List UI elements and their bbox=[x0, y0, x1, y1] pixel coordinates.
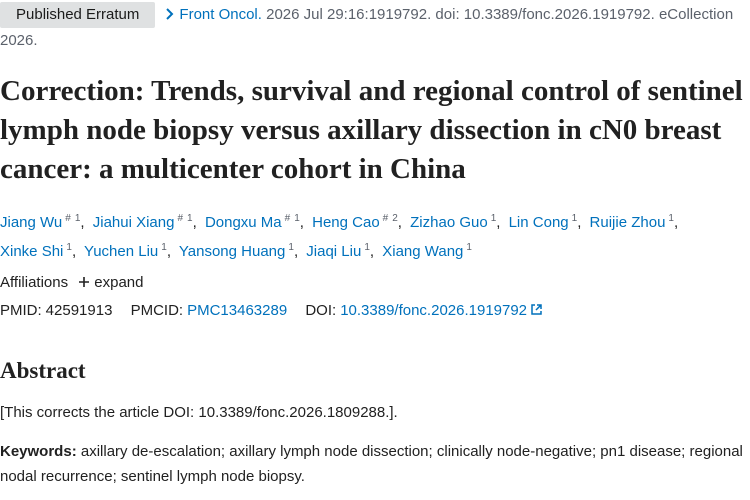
author: Yuchen Liu 1 bbox=[84, 242, 175, 260]
author-name[interactable]: Ruijie Zhou bbox=[589, 214, 666, 231]
equal-contrib-mark: # bbox=[177, 213, 184, 224]
erratum-badge: Published Erratum bbox=[0, 2, 156, 28]
journal-link[interactable]: Front Oncol. bbox=[179, 6, 262, 23]
author-name[interactable]: Zizhao Guo bbox=[410, 214, 488, 231]
author-name[interactable]: Yuchen Liu bbox=[84, 243, 159, 260]
affiliation-number: 1 bbox=[466, 242, 472, 253]
pmcid-label: PMCID: bbox=[130, 302, 184, 319]
affiliation-number: 1 bbox=[571, 213, 578, 224]
citation-bar: Published Erratum Front Oncol. 2026 Jul 2… bbox=[0, 2, 750, 54]
equal-contrib-mark: # bbox=[65, 213, 71, 224]
author-superscript: #1 bbox=[177, 213, 192, 224]
equal-contrib-mark: # bbox=[284, 213, 291, 224]
affiliations: Affiliations expand bbox=[0, 272, 143, 294]
author-superscript: #1 bbox=[65, 213, 80, 224]
author: Jiahui Xiang #1 bbox=[92, 213, 201, 231]
author: Dongxu Ma #1 bbox=[204, 213, 308, 231]
author-superscript: #2 bbox=[383, 213, 398, 224]
author-superscript: 1 bbox=[466, 242, 472, 253]
author-superscript: 1 bbox=[491, 213, 497, 224]
author-name[interactable]: Dongxu Ma bbox=[204, 214, 282, 231]
affiliation-number: 2 bbox=[392, 213, 398, 224]
author: Jiaqi Liu 1 bbox=[306, 242, 378, 260]
author-superscript: 1 bbox=[364, 242, 370, 253]
abstract-heading: Abstract bbox=[0, 358, 86, 383]
author-list: Jiang Wu#1 Jiahui Xiang#1 Dongxu Ma#1 He… bbox=[0, 206, 740, 264]
affiliation-number: 1 bbox=[288, 242, 294, 253]
affiliation-number: 1 bbox=[294, 213, 300, 224]
affiliations-label: Affiliations bbox=[0, 274, 69, 291]
doi-link[interactable]: 10.3389/fonc.2026.1919792 bbox=[340, 302, 528, 319]
plus-icon bbox=[79, 277, 90, 287]
equal-contrib-mark: # bbox=[382, 213, 389, 224]
affiliation-number: 1 bbox=[187, 213, 193, 224]
author-superscript: 1 bbox=[668, 213, 674, 224]
pmid-label: PMID: bbox=[0, 302, 42, 319]
author: Yansong Huang 1 bbox=[178, 242, 302, 260]
article-title: Correction: Trends, survival and regiona… bbox=[0, 75, 743, 185]
affiliation-number: 1 bbox=[74, 213, 81, 224]
author-name[interactable]: Xinke Shi bbox=[0, 243, 64, 260]
author-name[interactable]: Xiang Wang bbox=[382, 243, 464, 260]
affiliation-number: 1 bbox=[668, 213, 674, 224]
author-name[interactable]: Jiang Wu bbox=[0, 214, 63, 231]
author-superscript: 1 bbox=[66, 242, 72, 253]
author-name[interactable]: Lin Cong bbox=[508, 214, 569, 231]
pmcid-link[interactable]: PMC13463289 bbox=[187, 302, 288, 319]
author: Ruijie Zhou 1 bbox=[589, 213, 683, 231]
author: Xinke Shi 1 bbox=[0, 242, 80, 260]
author: Zizhao Guo 1 bbox=[410, 213, 504, 231]
author: Jiang Wu #1 bbox=[0, 213, 89, 231]
author-name[interactable]: Heng Cao bbox=[312, 214, 380, 231]
expand-toggle[interactable]: expand bbox=[78, 274, 143, 291]
identifiers: PMID: 42591913 PMCID: PMC13463289 DOI: 10.3… bbox=[0, 300, 557, 322]
affiliation-number: 1 bbox=[364, 242, 370, 253]
keywords-label: Keywords: bbox=[0, 443, 77, 460]
author-name[interactable]: Jiaqi Liu bbox=[306, 243, 362, 260]
author-superscript: 1 bbox=[572, 213, 578, 224]
pmid: 42591913 bbox=[45, 302, 113, 319]
chevron-icon bbox=[166, 8, 174, 20]
abstract-text: [This corrects the article DOI: 10.3389/… bbox=[0, 404, 398, 421]
keywords-text: axillary de-escalation; axillary lymph n… bbox=[0, 443, 743, 485]
affiliation-number: 1 bbox=[66, 242, 72, 253]
external-link-icon bbox=[531, 304, 542, 315]
author: Heng Cao #2 bbox=[312, 213, 406, 231]
expand-label[interactable]: expand bbox=[94, 274, 144, 291]
keywords: Keywords: axillary de-escalation; axilla… bbox=[0, 439, 750, 489]
author-superscript: #1 bbox=[285, 213, 300, 224]
author: Xiang Wang 1 bbox=[382, 242, 472, 260]
author-superscript: 1 bbox=[288, 242, 294, 253]
author: Lin Cong 1 bbox=[508, 213, 586, 231]
affiliation-number: 1 bbox=[490, 213, 497, 224]
author-name[interactable]: Yansong Huang bbox=[178, 243, 286, 260]
author-superscript: 1 bbox=[161, 242, 167, 253]
author-name[interactable]: Jiahui Xiang bbox=[92, 214, 175, 231]
doi-label: DOI: bbox=[305, 302, 337, 319]
citation-text: 2026 Jul 29:16:1919792. doi: 10.3389/fon… bbox=[0, 6, 734, 49]
affiliation-number: 1 bbox=[161, 242, 167, 253]
